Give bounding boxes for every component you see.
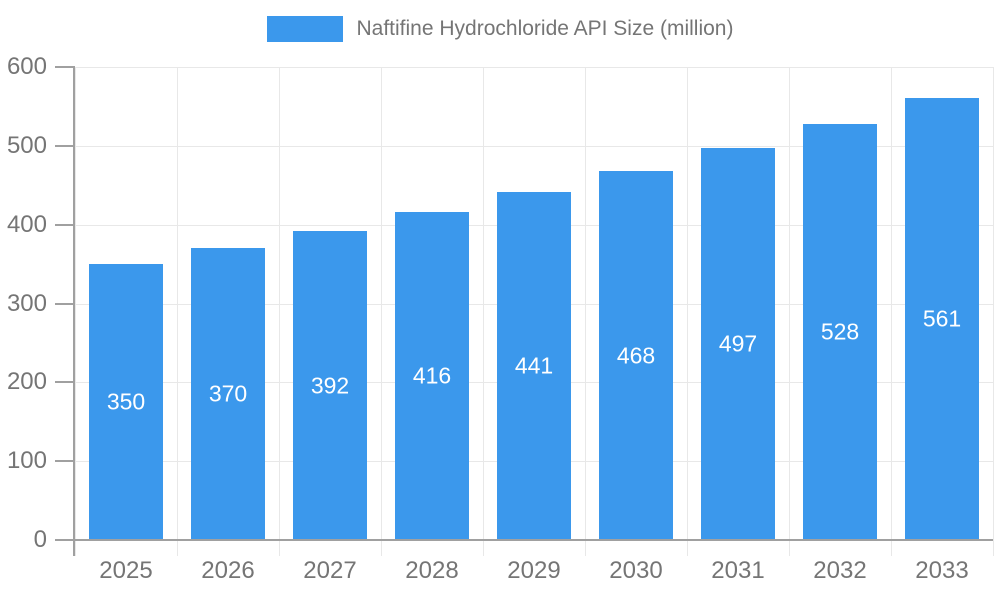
x-axis-tick-label: 2032 xyxy=(813,557,867,584)
y-axis-tick xyxy=(55,381,75,384)
y-axis-tick-label: 200 xyxy=(6,368,47,396)
bar[interactable]: 350 xyxy=(89,264,163,540)
bar[interactable]: 528 xyxy=(803,124,877,540)
bar[interactable]: 370 xyxy=(191,248,265,540)
bar[interactable]: 497 xyxy=(701,148,775,540)
plot-area: 350 370 392 416 441 468 497 528 561 xyxy=(75,67,993,540)
chart-legend[interactable]: Naftifine Hydrochloride API Size (millio… xyxy=(0,16,1000,42)
x-axis-tick-label: 2029 xyxy=(507,557,561,584)
x-axis-tick-label: 2026 xyxy=(201,557,255,584)
bar[interactable]: 392 xyxy=(293,231,367,540)
y-axis-tick-label: 500 xyxy=(6,131,47,159)
y-axis-tick-label: 400 xyxy=(6,210,47,238)
legend-label: Naftifine Hydrochloride API Size (millio… xyxy=(356,17,734,40)
x-axis-tick-label: 2030 xyxy=(609,557,663,584)
y-axis-tick xyxy=(55,144,75,147)
bar-value-label: 561 xyxy=(922,305,962,332)
bar[interactable]: 468 xyxy=(599,171,673,540)
bar-value-label: 416 xyxy=(412,362,452,389)
y-axis-tick xyxy=(55,460,75,463)
y-axis-tick-label: 100 xyxy=(6,447,47,475)
bar-value-label: 350 xyxy=(106,388,146,415)
x-axis-tick-label: 2025 xyxy=(99,557,153,584)
bar-value-label: 528 xyxy=(820,318,860,345)
y-axis-tick xyxy=(55,223,75,226)
x-axis-tick-label: 2028 xyxy=(405,557,459,584)
y-axis-tick-label: 0 xyxy=(33,526,47,553)
legend-swatch-icon xyxy=(266,16,343,42)
bar[interactable]: 416 xyxy=(395,212,469,540)
bar[interactable]: 561 xyxy=(905,98,979,540)
x-axis-tick-label: 2031 xyxy=(711,557,765,584)
bar-value-label: 441 xyxy=(514,352,554,379)
bar[interactable]: 441 xyxy=(497,192,571,540)
bar-value-label: 370 xyxy=(208,380,248,407)
bar-value-label: 392 xyxy=(310,372,350,398)
y-axis-tick-label: 600 xyxy=(6,53,47,80)
x-axis-tick-label: 2027 xyxy=(303,557,357,584)
y-axis-tick xyxy=(55,302,75,305)
bar-value-label: 497 xyxy=(718,330,758,357)
x-gridline xyxy=(993,67,994,556)
bar-value-label: 468 xyxy=(616,342,656,368)
y-axis-tick-label: 300 xyxy=(6,289,47,317)
y-axis-tick xyxy=(55,66,75,68)
x-axis-tick-label: 2033 xyxy=(915,557,969,584)
